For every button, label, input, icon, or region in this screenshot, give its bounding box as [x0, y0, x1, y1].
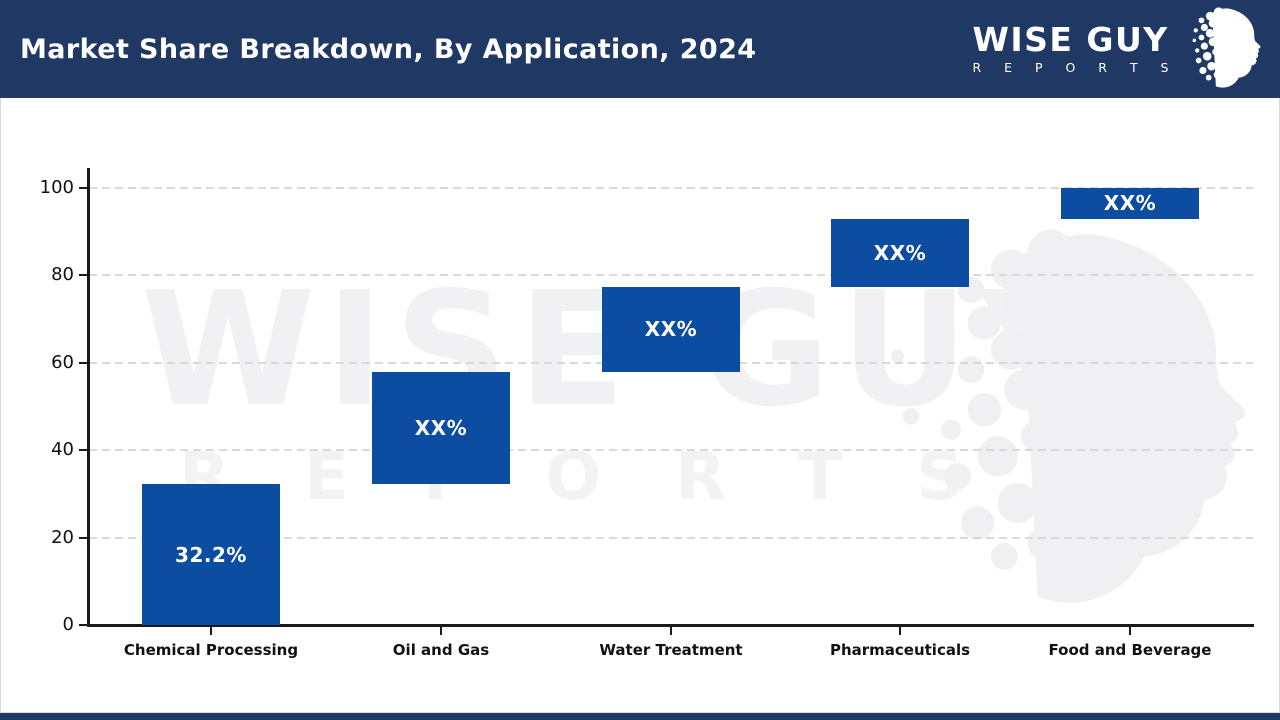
- logo-brand-subtitle: R E P O R T S: [972, 59, 1178, 75]
- chart-title: Market Share Breakdown, By Application, …: [20, 33, 757, 65]
- chart-body: WISE GUY REPORTS: [0, 98, 1280, 713]
- footer-bar: [0, 713, 1280, 720]
- logo-face-icon: [1192, 7, 1261, 88]
- header-bar: Market Share Breakdown, By Application, …: [0, 0, 1280, 98]
- logo-brand-name: WISE GUY: [972, 20, 1169, 60]
- logo-text: WISE GUY R E P O R T S: [972, 23, 1178, 75]
- wise-guy-logo: WISE GUY R E P O R T S: [972, 6, 1266, 92]
- watermark-face-icon: [891, 229, 1246, 603]
